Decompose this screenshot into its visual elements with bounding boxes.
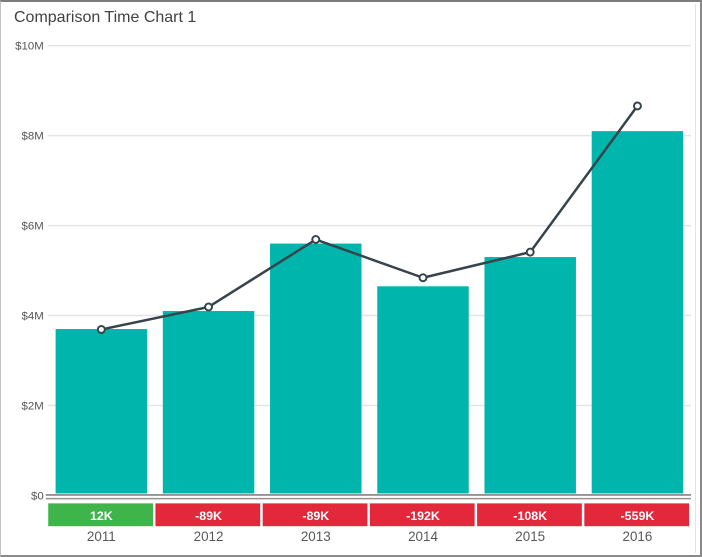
y-tick-label: $6M <box>22 221 44 233</box>
chart-title: Comparison Time Chart 1 <box>14 9 197 26</box>
marker-2012[interactable] <box>204 302 214 312</box>
year-label-2011: 2011 <box>87 529 116 544</box>
bar-2016[interactable] <box>591 131 684 494</box>
marker-2011[interactable] <box>96 325 106 334</box>
delta-cell-2015[interactable] <box>477 503 582 527</box>
bar-2011[interactable] <box>55 329 148 494</box>
y-tick-label: $10M <box>15 41 44 53</box>
marker-2015[interactable] <box>525 247 535 257</box>
year-label-2014: 2014 <box>408 529 438 544</box>
delta-cell-2012[interactable] <box>155 503 261 527</box>
bar-2013[interactable] <box>270 243 362 494</box>
marker-2016[interactable] <box>632 101 642 111</box>
y-tick-label: $2M <box>22 400 44 412</box>
bar-2014[interactable] <box>377 286 469 494</box>
y-tick-label: $8M <box>22 131 44 143</box>
delta-cell-2016[interactable] <box>584 503 690 527</box>
delta-label-2016: -559K <box>621 509 655 523</box>
bar-2015[interactable] <box>484 257 576 494</box>
year-label-2015: 2015 <box>515 529 545 544</box>
delta-label-2012: -89K <box>195 509 222 523</box>
marker-2014[interactable] <box>418 273 428 283</box>
year-label-2016: 2016 <box>623 529 653 544</box>
delta-label-2014: -192K <box>406 509 440 523</box>
y-tick-label: $4M <box>22 311 44 323</box>
delta-cell-2013[interactable] <box>262 503 368 527</box>
delta-cell-2011[interactable] <box>48 503 153 527</box>
year-label-2012: 2012 <box>194 529 224 544</box>
y-tick-label: $0 <box>31 490 44 502</box>
trend-line <box>101 105 639 331</box>
delta-label-2015: -108K <box>513 509 547 523</box>
delta-cell-2014[interactable] <box>369 503 475 527</box>
panel-inner-edge <box>695 4 696 553</box>
delta-label-2011: 12K <box>90 509 113 523</box>
marker-2013[interactable] <box>311 235 321 244</box>
bar-2012[interactable] <box>162 311 255 494</box>
delta-label-2013: -89K <box>302 509 329 523</box>
year-label-2013: 2013 <box>301 529 331 544</box>
